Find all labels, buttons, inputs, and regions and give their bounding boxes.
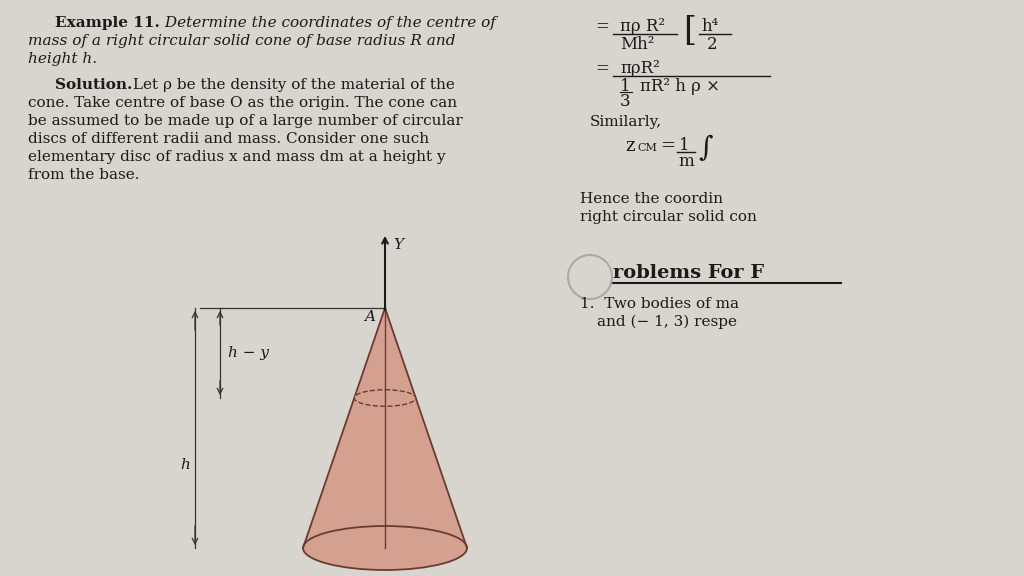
Text: Similarly,: Similarly,: [590, 115, 663, 129]
Text: right circular solid con: right circular solid con: [580, 210, 757, 224]
Text: h⁴: h⁴: [701, 18, 718, 35]
Text: πρ R²: πρ R²: [620, 18, 665, 35]
Text: =: =: [660, 137, 675, 155]
Text: z: z: [625, 137, 635, 155]
Text: Hence the coordin: Hence the coordin: [580, 192, 723, 206]
Text: 2: 2: [707, 36, 718, 53]
Text: elementary disc of radius x and mass dm at a height y: elementary disc of radius x and mass dm …: [28, 150, 445, 164]
Text: roblems For F: roblems For F: [613, 264, 764, 282]
Text: A: A: [364, 310, 375, 324]
Text: 1.  Two bodies of ma: 1. Two bodies of ma: [580, 297, 739, 311]
Text: 3: 3: [620, 93, 631, 110]
Text: CM: CM: [637, 143, 656, 153]
Text: m: m: [678, 153, 693, 170]
Text: 1: 1: [679, 137, 689, 154]
Text: h − y: h − y: [228, 346, 269, 360]
Text: Example 11.: Example 11.: [55, 16, 160, 30]
Text: Let ρ be the density of the material of the: Let ρ be the density of the material of …: [128, 78, 455, 92]
Text: Y: Y: [393, 238, 403, 252]
Polygon shape: [303, 308, 467, 548]
Text: πρR²: πρR²: [620, 60, 659, 77]
Text: Solution.: Solution.: [55, 78, 132, 92]
Text: discs of different radii and mass. Consider one such: discs of different radii and mass. Consi…: [28, 132, 429, 146]
Text: [: [: [683, 15, 696, 47]
Text: πR² h ρ ×: πR² h ρ ×: [640, 78, 720, 95]
Text: cone. Take centre of base O as the origin. The cone can: cone. Take centre of base O as the origi…: [28, 96, 457, 110]
Text: Mh²: Mh²: [620, 36, 654, 53]
Text: mass of a right circular solid cone of base radius R and: mass of a right circular solid cone of b…: [28, 34, 456, 48]
Text: h: h: [180, 458, 189, 472]
Text: ∫: ∫: [698, 135, 713, 162]
Text: 1: 1: [620, 78, 631, 95]
Ellipse shape: [354, 390, 416, 406]
Ellipse shape: [303, 526, 467, 570]
Text: from the base.: from the base.: [28, 168, 139, 182]
Text: =: =: [595, 18, 609, 35]
Text: =: =: [595, 60, 609, 77]
Text: and (− 1, 3) respe: and (− 1, 3) respe: [597, 315, 737, 329]
Text: height h.: height h.: [28, 52, 97, 66]
Text: Determine the coordinates of the centre of: Determine the coordinates of the centre …: [160, 16, 496, 30]
Text: be assumed to be made up of a large number of circular: be assumed to be made up of a large numb…: [28, 114, 463, 128]
